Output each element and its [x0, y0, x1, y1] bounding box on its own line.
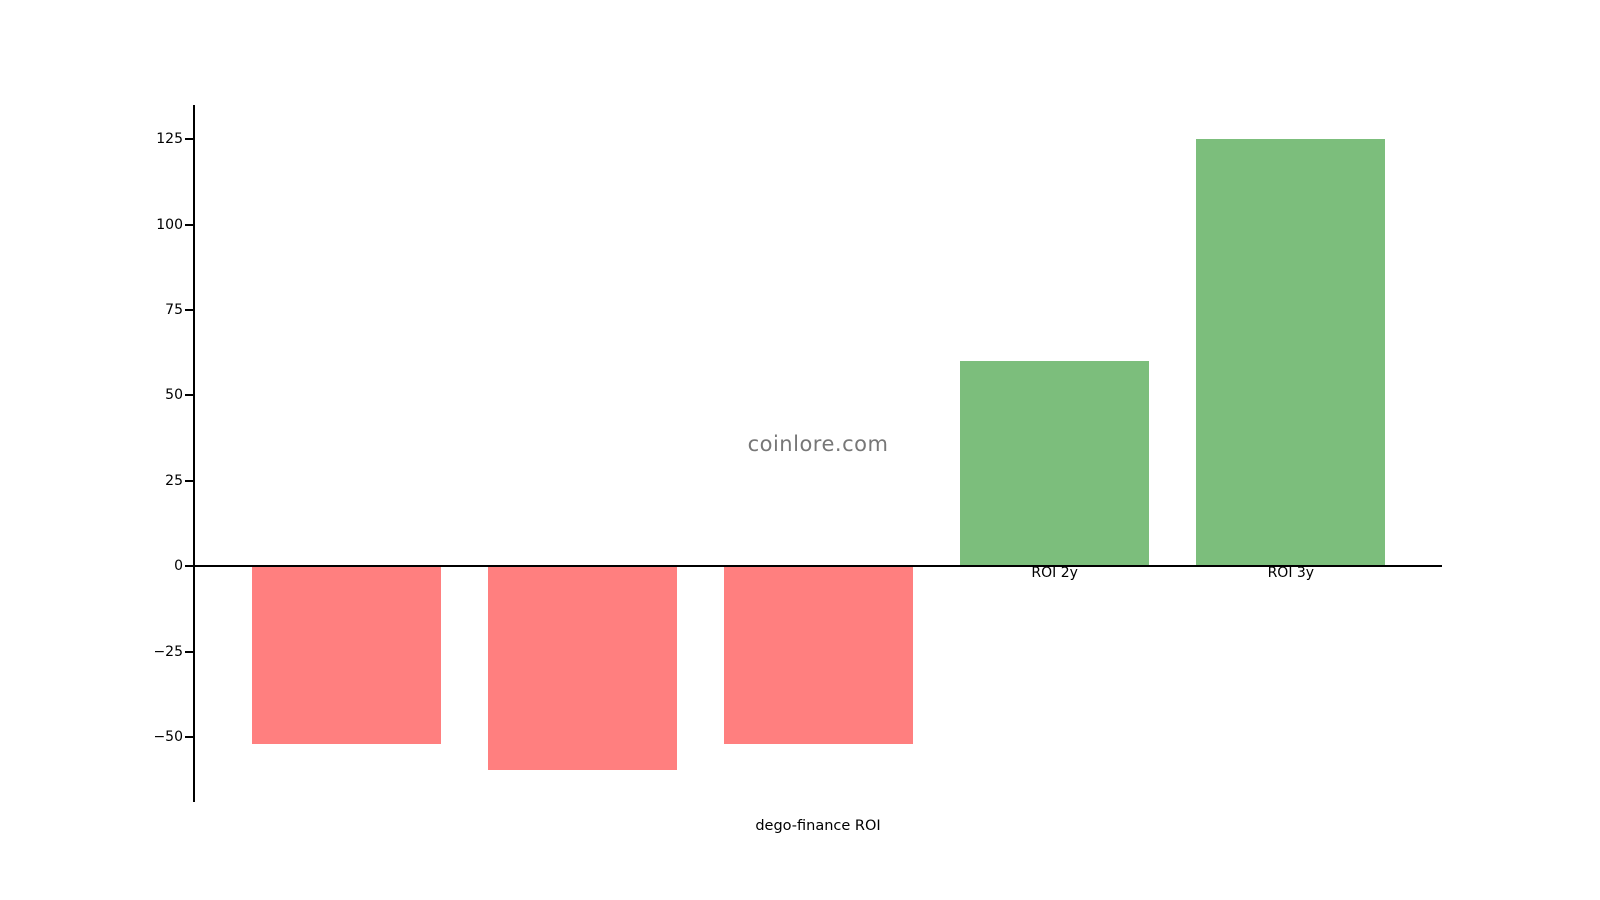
- y-tick: [185, 309, 193, 311]
- y-tick: [185, 565, 193, 568]
- bar-1: [487, 566, 677, 770]
- y-tick-label: 100: [156, 216, 183, 233]
- watermark: coinlore.com: [747, 432, 889, 456]
- y-axis-spine: [193, 105, 195, 802]
- bar-2: [724, 566, 913, 744]
- y-tick-label: 125: [156, 131, 183, 148]
- y-tick: [185, 479, 193, 482]
- bar-4: [1196, 139, 1386, 567]
- y-tick: [185, 736, 193, 739]
- x-tick-label: ROI 3y: [1267, 565, 1315, 582]
- x-axis-zero-line: [195, 565, 1442, 568]
- x-tick-label: ROI 2y: [1031, 565, 1078, 582]
- y-tick-label: 0: [174, 558, 183, 575]
- y-tick-label: 50: [165, 387, 183, 404]
- y-tick-label: 75: [165, 302, 183, 318]
- y-tick: [185, 650, 193, 653]
- x-axis-title: dego-finance ROI: [755, 818, 881, 834]
- y-tick-label: −25: [153, 643, 183, 660]
- bar-3: [960, 361, 1150, 567]
- y-tick: [185, 394, 193, 397]
- y-tick-label: −50: [153, 729, 183, 746]
- bar-0: [251, 566, 441, 744]
- y-tick: [185, 138, 193, 141]
- y-tick: [185, 223, 193, 226]
- y-tick-label: 25: [165, 472, 183, 489]
